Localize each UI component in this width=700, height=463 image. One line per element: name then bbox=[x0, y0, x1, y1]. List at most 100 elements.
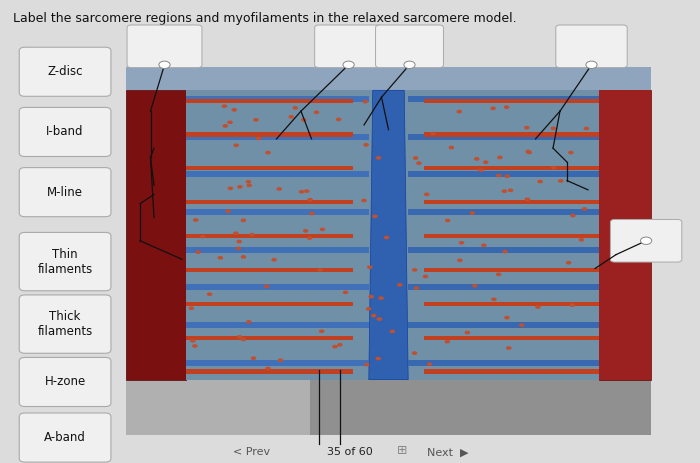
Polygon shape bbox=[186, 369, 353, 374]
Circle shape bbox=[332, 345, 337, 349]
Circle shape bbox=[337, 343, 342, 347]
Polygon shape bbox=[186, 322, 369, 328]
Circle shape bbox=[251, 357, 256, 360]
Polygon shape bbox=[186, 247, 369, 253]
Circle shape bbox=[307, 198, 313, 201]
Circle shape bbox=[491, 297, 497, 301]
Polygon shape bbox=[424, 268, 598, 272]
Circle shape bbox=[416, 161, 421, 165]
Circle shape bbox=[389, 330, 395, 333]
Polygon shape bbox=[408, 360, 598, 366]
Circle shape bbox=[444, 219, 450, 222]
Polygon shape bbox=[598, 90, 651, 380]
Circle shape bbox=[228, 187, 233, 190]
Circle shape bbox=[427, 363, 433, 366]
Polygon shape bbox=[369, 90, 408, 380]
Text: ⊞: ⊞ bbox=[397, 444, 407, 457]
Circle shape bbox=[319, 329, 325, 333]
Polygon shape bbox=[408, 96, 598, 102]
Polygon shape bbox=[408, 171, 598, 177]
Circle shape bbox=[249, 233, 255, 237]
Circle shape bbox=[404, 61, 415, 69]
Circle shape bbox=[506, 346, 512, 350]
FancyBboxPatch shape bbox=[19, 357, 111, 407]
Circle shape bbox=[397, 283, 402, 287]
Circle shape bbox=[336, 118, 342, 121]
Circle shape bbox=[317, 268, 323, 272]
Circle shape bbox=[376, 156, 382, 160]
Circle shape bbox=[223, 124, 228, 128]
Text: Thin
filaments: Thin filaments bbox=[38, 248, 92, 275]
Circle shape bbox=[457, 258, 463, 262]
Polygon shape bbox=[186, 284, 369, 290]
Circle shape bbox=[579, 238, 584, 242]
Circle shape bbox=[568, 150, 573, 154]
Circle shape bbox=[377, 317, 382, 321]
Circle shape bbox=[253, 118, 259, 122]
Circle shape bbox=[504, 316, 510, 319]
Circle shape bbox=[363, 100, 368, 103]
Polygon shape bbox=[408, 284, 598, 290]
Polygon shape bbox=[424, 369, 598, 374]
Circle shape bbox=[474, 157, 480, 161]
Circle shape bbox=[472, 284, 477, 288]
Circle shape bbox=[343, 61, 354, 69]
Polygon shape bbox=[186, 234, 353, 238]
Circle shape bbox=[465, 331, 470, 334]
Circle shape bbox=[363, 143, 369, 147]
Circle shape bbox=[193, 218, 199, 222]
Circle shape bbox=[159, 61, 170, 69]
Circle shape bbox=[314, 111, 319, 114]
Circle shape bbox=[288, 115, 294, 119]
Circle shape bbox=[304, 189, 309, 193]
Circle shape bbox=[551, 166, 556, 169]
Polygon shape bbox=[408, 133, 598, 139]
Circle shape bbox=[364, 363, 370, 366]
Polygon shape bbox=[408, 322, 598, 328]
Circle shape bbox=[504, 175, 510, 178]
Circle shape bbox=[190, 339, 196, 343]
Circle shape bbox=[372, 214, 378, 218]
Text: M-line: M-line bbox=[47, 186, 83, 199]
Polygon shape bbox=[186, 132, 353, 137]
Circle shape bbox=[470, 211, 475, 215]
Circle shape bbox=[237, 335, 242, 339]
Circle shape bbox=[519, 323, 524, 327]
Circle shape bbox=[503, 250, 508, 253]
Circle shape bbox=[496, 273, 501, 276]
Circle shape bbox=[444, 340, 450, 344]
Polygon shape bbox=[186, 99, 353, 103]
FancyBboxPatch shape bbox=[19, 168, 111, 217]
Circle shape bbox=[368, 295, 374, 299]
FancyBboxPatch shape bbox=[127, 25, 202, 68]
Bar bbox=[126, 67, 651, 435]
Circle shape bbox=[246, 183, 252, 187]
Circle shape bbox=[536, 305, 541, 309]
Circle shape bbox=[504, 105, 510, 109]
Circle shape bbox=[412, 351, 417, 355]
Circle shape bbox=[237, 240, 242, 244]
Text: Next  ▶: Next ▶ bbox=[427, 447, 469, 457]
Circle shape bbox=[413, 156, 419, 160]
Circle shape bbox=[256, 137, 261, 140]
FancyBboxPatch shape bbox=[610, 219, 682, 262]
Circle shape bbox=[246, 320, 251, 324]
Circle shape bbox=[225, 209, 231, 213]
Polygon shape bbox=[186, 166, 353, 170]
Circle shape bbox=[456, 110, 462, 113]
Circle shape bbox=[265, 151, 271, 155]
Polygon shape bbox=[126, 380, 309, 435]
Circle shape bbox=[378, 296, 384, 300]
Circle shape bbox=[423, 275, 428, 278]
Circle shape bbox=[241, 219, 246, 222]
Circle shape bbox=[320, 227, 326, 231]
FancyBboxPatch shape bbox=[19, 413, 111, 462]
Polygon shape bbox=[424, 166, 598, 170]
Circle shape bbox=[640, 237, 652, 244]
Circle shape bbox=[496, 174, 502, 177]
Circle shape bbox=[206, 292, 212, 296]
FancyBboxPatch shape bbox=[315, 25, 382, 68]
Circle shape bbox=[501, 189, 507, 193]
Polygon shape bbox=[186, 268, 353, 272]
Circle shape bbox=[265, 367, 271, 370]
